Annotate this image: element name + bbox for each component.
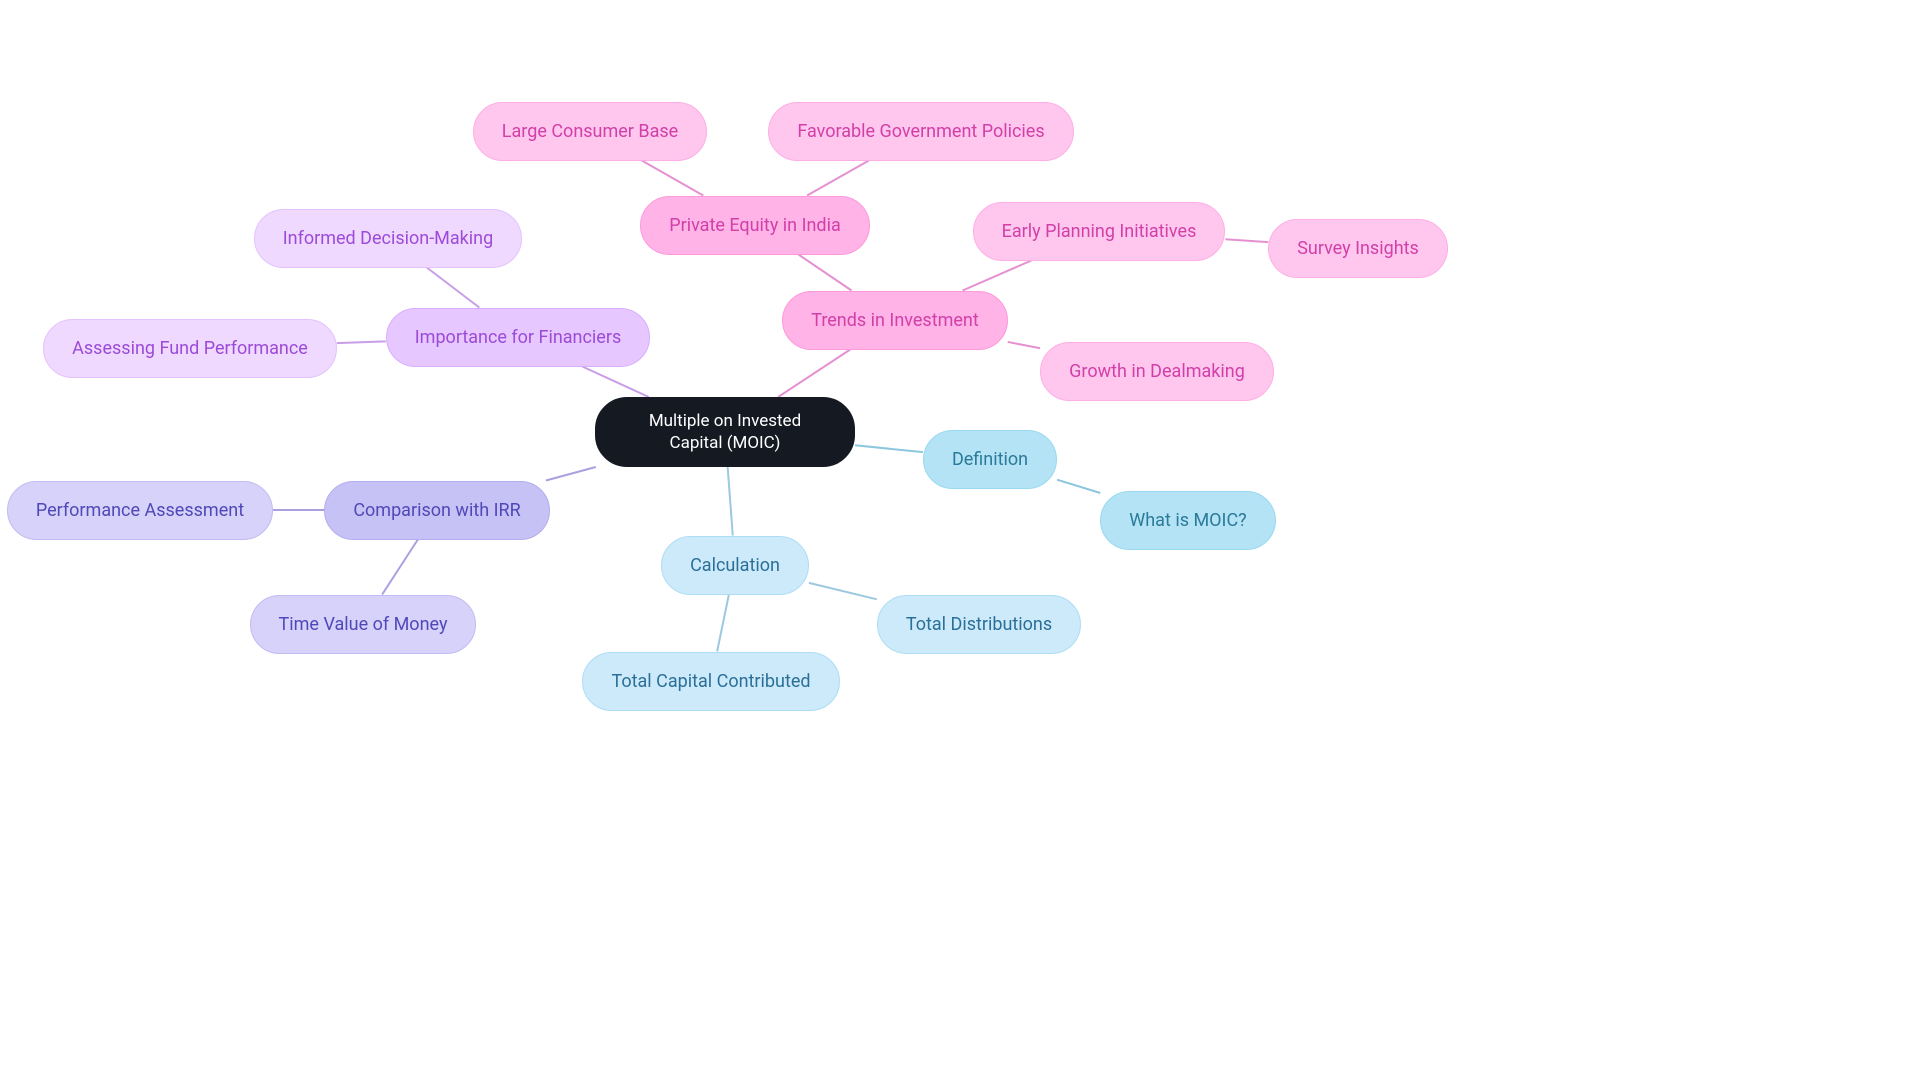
edge-trends-dealmaking <box>1008 342 1040 348</box>
mindmap-node-consumer: Large Consumer Base <box>473 102 707 161</box>
mindmap-node-calculation: Calculation <box>661 536 809 595</box>
edge-trends-early_planning <box>963 261 1032 291</box>
edge-calculation-distributions <box>809 583 877 599</box>
node-label: Informed Decision-Making <box>283 228 493 249</box>
node-label: Definition <box>952 449 1028 470</box>
mindmap-node-time_value: Time Value of Money <box>250 595 477 654</box>
mindmap-node-root: Multiple on Invested Capital (MOIC) <box>595 397 855 467</box>
node-label: What is MOIC? <box>1129 510 1246 531</box>
node-label: Importance for Financiers <box>415 327 621 348</box>
node-label: Trends in Investment <box>811 310 979 331</box>
mindmap-node-comparison: Comparison with IRR <box>324 481 549 540</box>
edge-comparison-time_value <box>382 540 418 595</box>
mindmap-node-perf_assess: Performance Assessment <box>7 481 273 540</box>
node-label: Early Planning Initiatives <box>1002 221 1197 242</box>
node-label: Growth in Dealmaking <box>1069 361 1245 382</box>
mindmap-node-definition: Definition <box>923 430 1057 489</box>
node-label: Time Value of Money <box>279 614 448 635</box>
mindmap-node-fund_perf: Assessing Fund Performance <box>43 319 337 378</box>
edge-importance-decision <box>427 268 480 308</box>
node-label: Total Distributions <box>906 614 1052 635</box>
edge-root-comparison <box>546 467 596 481</box>
edge-calculation-contributed <box>717 595 729 652</box>
mindmap-node-early_planning: Early Planning Initiatives <box>973 202 1226 261</box>
edge-root-calculation <box>728 467 733 536</box>
edge-trends-pe_india <box>798 255 851 291</box>
edge-pe_india-policies <box>807 161 869 196</box>
node-label: Comparison with IRR <box>353 500 520 521</box>
mindmap-node-distributions: Total Distributions <box>877 595 1081 654</box>
edge-root-importance <box>582 367 648 398</box>
mindmap-node-contributed: Total Capital Contributed <box>582 652 839 711</box>
mindmap-edges <box>0 0 1920 1083</box>
node-label: Total Capital Contributed <box>611 671 810 692</box>
node-label: Performance Assessment <box>36 500 244 521</box>
mindmap-node-dealmaking: Growth in Dealmaking <box>1040 342 1274 401</box>
edge-root-definition <box>855 445 923 452</box>
node-label: Private Equity in India <box>669 215 841 236</box>
node-label: Survey Insights <box>1297 238 1419 259</box>
edge-early_planning-survey <box>1225 239 1268 242</box>
edge-definition-what_is <box>1057 480 1100 493</box>
edge-pe_india-consumer <box>642 161 703 196</box>
mindmap-node-survey: Survey Insights <box>1268 219 1448 278</box>
mindmap-node-decision: Informed Decision-Making <box>254 209 522 268</box>
edge-root-trends <box>778 350 850 398</box>
node-label: Multiple on Invested Capital (MOIC) <box>624 410 826 454</box>
mindmap-node-pe_india: Private Equity in India <box>640 196 870 255</box>
node-label: Assessing Fund Performance <box>72 338 308 359</box>
node-label: Calculation <box>690 555 780 576</box>
mindmap-node-policies: Favorable Government Policies <box>768 102 1073 161</box>
mindmap-node-trends: Trends in Investment <box>782 291 1008 350</box>
node-label: Favorable Government Policies <box>797 121 1044 142</box>
mindmap-node-importance: Importance for Financiers <box>386 308 650 367</box>
mindmap-node-what_is: What is MOIC? <box>1100 491 1275 550</box>
node-label: Large Consumer Base <box>502 121 678 142</box>
edge-importance-fund_perf <box>337 341 386 343</box>
